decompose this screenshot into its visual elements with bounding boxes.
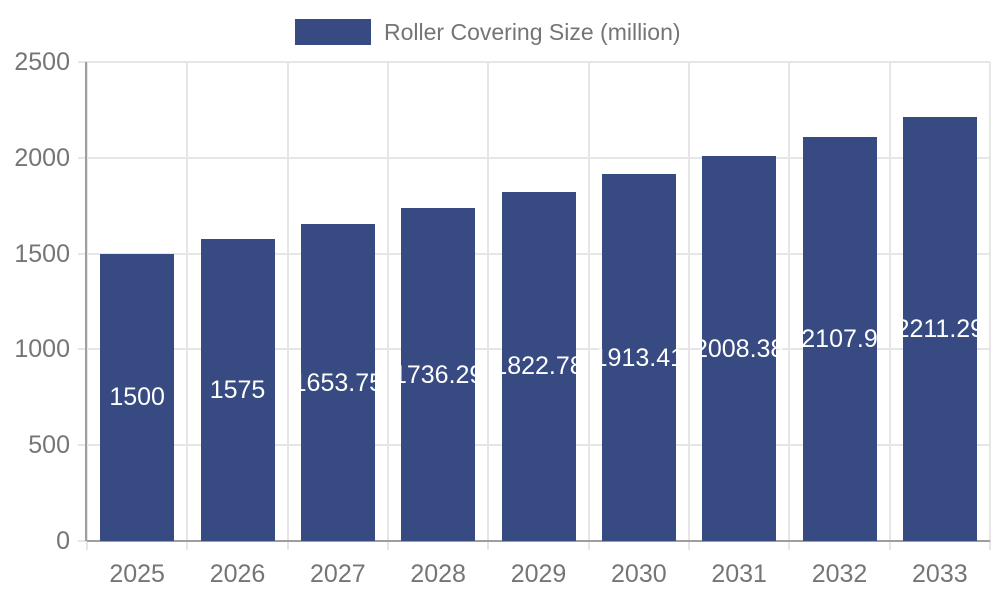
bar-value-label: 1822.78 [493,352,584,381]
x-tick-label: 2031 [711,560,767,588]
x-axis-line [87,540,990,542]
y-tick-label: 500 [28,431,70,460]
gridline-v [587,62,590,550]
bar-value-label: 1653.75 [292,368,384,397]
bar [802,137,877,541]
bar [100,253,175,541]
legend[interactable]: Roller Covering Size (million) [295,19,681,45]
gridline-v [387,62,389,550]
y-tick-label: 2000 [14,143,70,172]
bar [401,208,476,541]
gridline-v [286,62,289,550]
bar-value-label: 2008.38 [693,334,785,363]
bar [902,117,977,541]
gridline-v [86,62,88,550]
gridline-h [78,156,990,159]
y-axis-line [85,62,87,541]
bar [601,174,676,541]
bar [702,156,777,541]
y-tick-label: 0 [56,527,70,555]
x-tick-label: 2028 [410,560,466,588]
bar-value-label: 1736.29 [392,360,484,389]
gridline-h [78,61,990,63]
x-tick-label: 2025 [109,560,165,588]
bar [300,224,375,541]
gridline-v [487,62,490,550]
x-tick-label: 2027 [310,560,366,588]
gridline-v [186,62,189,550]
gridline-v [688,62,690,550]
legend-label: Roller Covering Size (million) [384,19,681,45]
legend-swatch [295,19,371,45]
y-tick-label: 1000 [14,335,70,364]
x-tick-label: 2030 [611,560,667,588]
bar-value-label: 1575 [209,376,266,405]
bar [501,191,576,541]
bar-value-label: 1913.41 [593,343,685,372]
gridline-v [989,62,991,550]
x-tick-label: 2032 [811,560,868,588]
bar-value-label: 2211.29 [895,315,985,344]
gridline-v [788,62,791,550]
x-tick-label: 2029 [510,560,567,588]
x-tick-label: 2033 [912,560,968,588]
y-tick-label: 2500 [14,48,70,76]
bar-value-label: 2107.9 [801,325,878,354]
bar-value-label: 1500 [109,383,165,412]
gridline-v [888,62,891,550]
bar [200,239,275,541]
x-tick-label: 2026 [209,560,266,588]
y-tick-label: 1500 [14,239,70,268]
